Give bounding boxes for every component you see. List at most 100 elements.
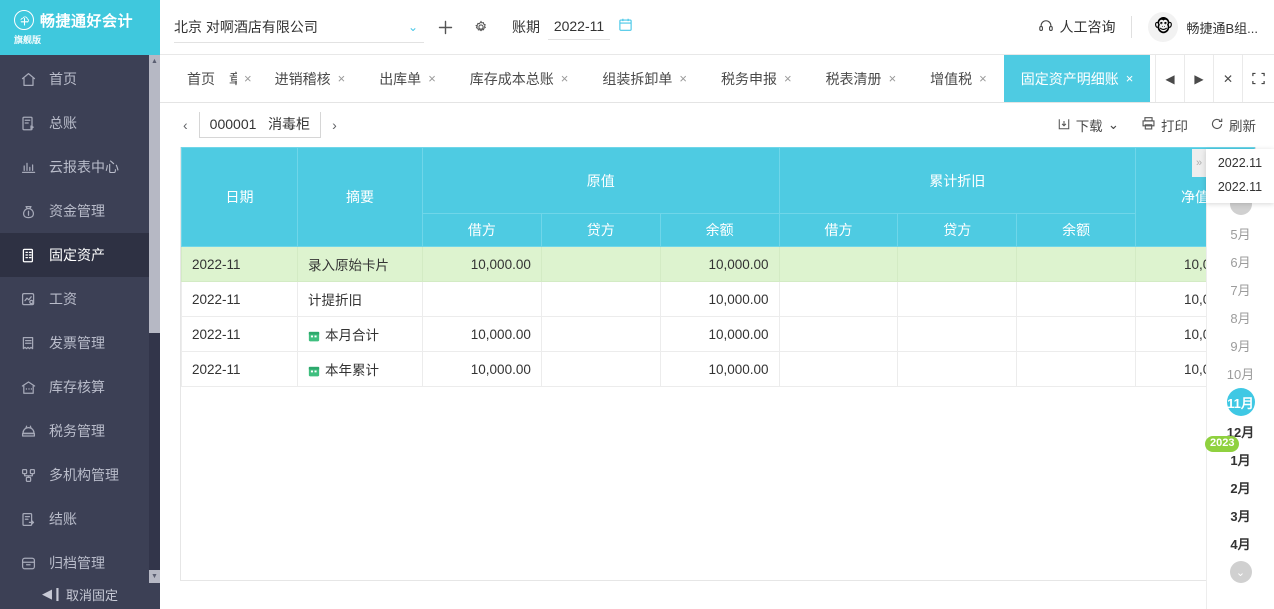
tab-label: 组装拆卸单 [602, 70, 673, 87]
table-group-header: 原值 [422, 147, 780, 214]
sidebar-item-label: 多机构管理 [49, 467, 119, 483]
tab-fullscreen-button[interactable] [1242, 55, 1274, 102]
sidebar-item-10[interactable]: 结账 [0, 497, 160, 541]
refresh-label: 刷新 [1229, 119, 1256, 134]
refresh-button[interactable]: 刷新 [1210, 115, 1256, 135]
print-button[interactable]: 打印 [1141, 115, 1188, 135]
tab-close-icon[interactable]: × [337, 71, 346, 86]
home-icon [20, 71, 37, 88]
tab-6[interactable]: 税务申报 × [704, 55, 809, 102]
period-popover-item-1[interactable]: 2022.11 [1217, 180, 1263, 194]
chevron-left-icon[interactable]: ‹ [183, 117, 188, 133]
archive-icon [20, 555, 37, 572]
asset-name-value: 消毒柜 [268, 116, 311, 132]
month-item-7[interactable]: 12月 [1207, 417, 1274, 445]
cell-summary: 计提折旧 [297, 281, 423, 317]
sidebar-item-4[interactable]: 固定资产 [0, 233, 160, 277]
month-item-3[interactable]: 8月 [1207, 303, 1274, 331]
period-popover-item-0[interactable]: 2022.11 [1217, 156, 1263, 170]
tab-9[interactable]: 固定资产明细账 × [1003, 55, 1151, 102]
chevron-double-right-icon[interactable]: » [1192, 149, 1206, 177]
sidebar-item-label: 归档管理 [49, 555, 105, 571]
sidebar-item-5[interactable]: 工资 [0, 277, 160, 321]
tab-7[interactable]: 税表清册 × [809, 55, 914, 102]
tab-scroll-right-button[interactable]: ▶ [1184, 55, 1213, 102]
month-item-10[interactable]: 3月 [1207, 501, 1274, 529]
tab-close-icon[interactable]: × [1125, 71, 1134, 86]
tab-3[interactable]: 出库单 × [362, 55, 453, 102]
tab-close-icon[interactable]: × [679, 71, 687, 86]
tab-close-icon[interactable]: × [560, 71, 569, 86]
tab-8[interactable]: 增值税 × [913, 55, 1004, 102]
month-scroll-down-button[interactable]: ⌄ [1229, 561, 1252, 583]
sidebar-item-3[interactable]: 资金管理 [0, 189, 160, 233]
tab-0[interactable]: 首页 [170, 55, 219, 102]
month-item-9[interactable]: 2月 [1207, 473, 1274, 501]
month-label: 1月 [1230, 452, 1251, 468]
month-label: 7月 [1230, 282, 1251, 298]
table-group-header: 摘要 [297, 147, 423, 247]
sidebar-scroll-thumb[interactable] [149, 68, 160, 333]
calendar-icon[interactable] [618, 17, 633, 37]
sidebar-collapse-button[interactable]: ◀❙ 取消固定 [0, 581, 160, 607]
tab-label: 税务申报 [720, 70, 777, 87]
month-item-11[interactable]: 4月 [1207, 529, 1274, 557]
sidebar-item-1[interactable]: 总账 [0, 101, 160, 145]
cell-orig-credit [540, 281, 661, 317]
month-item-0[interactable]: 5月 [1207, 219, 1274, 247]
tab-1[interactable]: 章 × [219, 55, 258, 102]
tab-close-all-button[interactable]: ✕ [1213, 55, 1242, 102]
period-picker[interactable]: 账期 2022-11 [512, 14, 633, 40]
month-label: 3月 [1230, 508, 1251, 524]
sidebar: 畅捷通好会计 旗舰版 首页 总账 云报表中心 资金管理 固定资产 工资 发票管理 库存核算 税务… [0, 0, 160, 609]
table-sub-header-row: 借方 贷方 余额 借方 贷方 余额 [182, 213, 1255, 247]
refresh-icon [1210, 117, 1224, 134]
chevron-right-icon[interactable]: › [332, 117, 337, 133]
tab-close-icon[interactable]: × [888, 71, 897, 86]
consult-button[interactable]: 人工咨询 [1038, 17, 1115, 37]
sidebar-scrollbar[interactable]: ▲ ▼ [149, 55, 160, 583]
sidebar-item-6[interactable]: 发票管理 [0, 321, 160, 365]
company-selector[interactable]: 北京 对啊酒店有限公司 ⌄ [174, 11, 424, 43]
tab-close-icon[interactable]: × [783, 71, 792, 86]
tab-2[interactable]: 进销稽核 × [258, 55, 363, 102]
sidebar-item-7[interactable]: 库存核算 [0, 365, 160, 409]
chevron-down-icon: ⌄ [1107, 117, 1119, 132]
month-item-2[interactable]: 7月 [1207, 275, 1274, 303]
sidebar-item-11[interactable]: 归档管理 [0, 541, 160, 581]
sidebar-item-2[interactable]: 云报表中心 [0, 145, 160, 189]
user-menu[interactable]: 🐵 畅捷通B组... [1148, 12, 1258, 42]
month-item-5[interactable]: 10月 [1207, 359, 1274, 387]
tab-5[interactable]: 组装拆卸单 × [585, 55, 704, 102]
month-item-6[interactable]: 11月 [1226, 388, 1255, 416]
month-item-1[interactable]: 6月 [1207, 247, 1274, 275]
tab-close-icon[interactable]: × [979, 71, 987, 86]
month-item-8[interactable]: 2023 1月 [1205, 436, 1274, 473]
headset-icon [1038, 18, 1054, 37]
sidebar-scroll-down-arrow[interactable]: ▼ [149, 570, 160, 583]
month-item-4[interactable]: 9月 [1207, 331, 1274, 359]
calendar-green-icon [308, 365, 320, 380]
sidebar-item-0[interactable]: 首页 [0, 57, 160, 101]
tab-close-icon[interactable]: × [244, 71, 252, 86]
period-popover: 2022.11 2022.11 [1206, 149, 1274, 203]
tax-icon [20, 423, 37, 440]
cell-summary: 本月合计 [297, 316, 423, 352]
download-button[interactable]: 下载 ⌄ [1057, 115, 1119, 135]
asset-code-input[interactable]: 000001 消毒柜 [198, 112, 322, 138]
settings-button[interactable] [466, 12, 496, 42]
add-company-button[interactable] [430, 12, 460, 42]
period-value[interactable]: 2022-11 [548, 14, 610, 40]
org-icon [20, 467, 37, 484]
cell-date: 2022-11 [181, 351, 298, 387]
sidebar-scroll-up-arrow[interactable]: ▲ [149, 55, 160, 68]
tab-close-icon[interactable]: × [428, 71, 436, 86]
sidebar-item-8[interactable]: 税务管理 [0, 409, 160, 453]
tab-4[interactable]: 库存成本总账 × [453, 55, 586, 102]
tab-scroll-left-button[interactable]: ◀ [1155, 55, 1184, 102]
sidebar-item-9[interactable]: 多机构管理 [0, 453, 160, 497]
